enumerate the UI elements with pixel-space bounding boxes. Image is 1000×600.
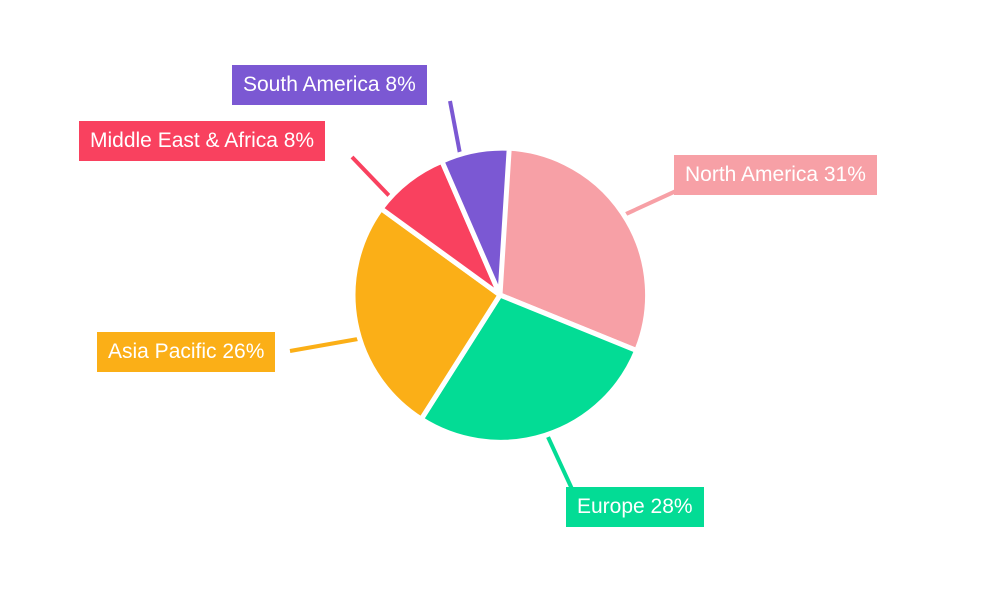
pie-slice-asia-pacific[interactable] — [350, 206, 503, 422]
pie-slice-north-america[interactable] — [497, 145, 651, 354]
pie-label-middle-east-africa[interactable]: Middle East & Africa 8% — [79, 121, 326, 161]
leader-line-asia-pacific — [289, 337, 359, 353]
pie-label-europe[interactable]: Europe 28% — [566, 487, 704, 527]
pie-slice-south-america[interactable] — [439, 145, 512, 298]
pie-label-south-america[interactable]: South America 8% — [232, 65, 427, 105]
pie-label-asia-pacific[interactable]: Asia Pacific 26% — [97, 332, 276, 372]
leader-line-north-america — [625, 189, 677, 216]
pie-slice-europe[interactable] — [418, 292, 640, 445]
pie-wedges — [350, 145, 651, 445]
pie-label-north-america[interactable]: North America 31% — [674, 155, 877, 195]
leader-line-south-america — [448, 100, 463, 160]
leader-line-europe — [546, 436, 574, 490]
